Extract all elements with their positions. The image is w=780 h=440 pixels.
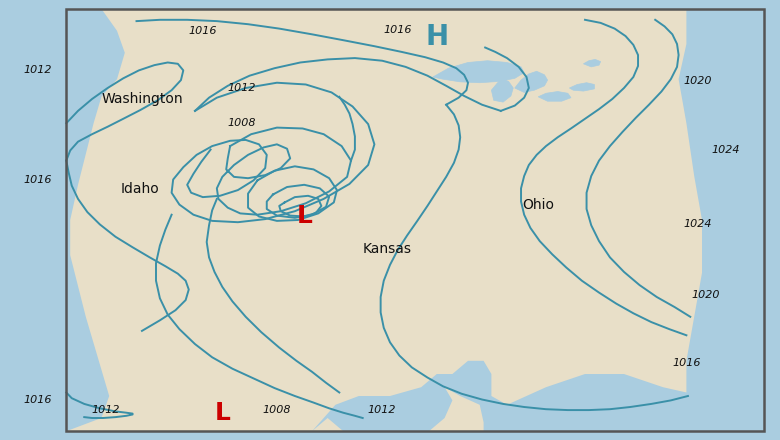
Polygon shape [583, 59, 601, 67]
Bar [66, 9, 764, 431]
Text: 1012: 1012 [91, 405, 119, 415]
Bar [66, 9, 764, 431]
Polygon shape [538, 92, 571, 101]
Text: 1020: 1020 [692, 290, 720, 300]
Text: 1016: 1016 [23, 396, 51, 405]
Polygon shape [433, 61, 524, 83]
Text: Ohio: Ohio [523, 198, 555, 212]
Polygon shape [491, 79, 513, 102]
Text: 1016: 1016 [23, 176, 51, 185]
Text: L: L [215, 401, 230, 425]
Text: 1016: 1016 [672, 358, 700, 368]
Text: 1008: 1008 [263, 405, 291, 415]
Text: 1016: 1016 [189, 26, 217, 36]
Text: 1020: 1020 [684, 77, 712, 86]
Text: H: H [425, 23, 448, 51]
Polygon shape [569, 83, 594, 91]
Polygon shape [515, 71, 548, 92]
Text: L: L [296, 204, 312, 227]
Text: 1012: 1012 [23, 66, 51, 75]
Text: 1012: 1012 [228, 83, 256, 93]
Polygon shape [66, 9, 125, 431]
Text: 1024: 1024 [711, 145, 739, 154]
Polygon shape [312, 361, 764, 431]
Text: 1012: 1012 [368, 405, 396, 415]
Text: Idaho: Idaho [121, 182, 160, 196]
Text: Washington: Washington [101, 92, 183, 106]
Text: 1016: 1016 [384, 25, 412, 35]
Polygon shape [679, 9, 764, 431]
Text: 1024: 1024 [684, 220, 712, 229]
Text: Kansas: Kansas [363, 242, 412, 256]
Text: 1008: 1008 [228, 118, 256, 128]
